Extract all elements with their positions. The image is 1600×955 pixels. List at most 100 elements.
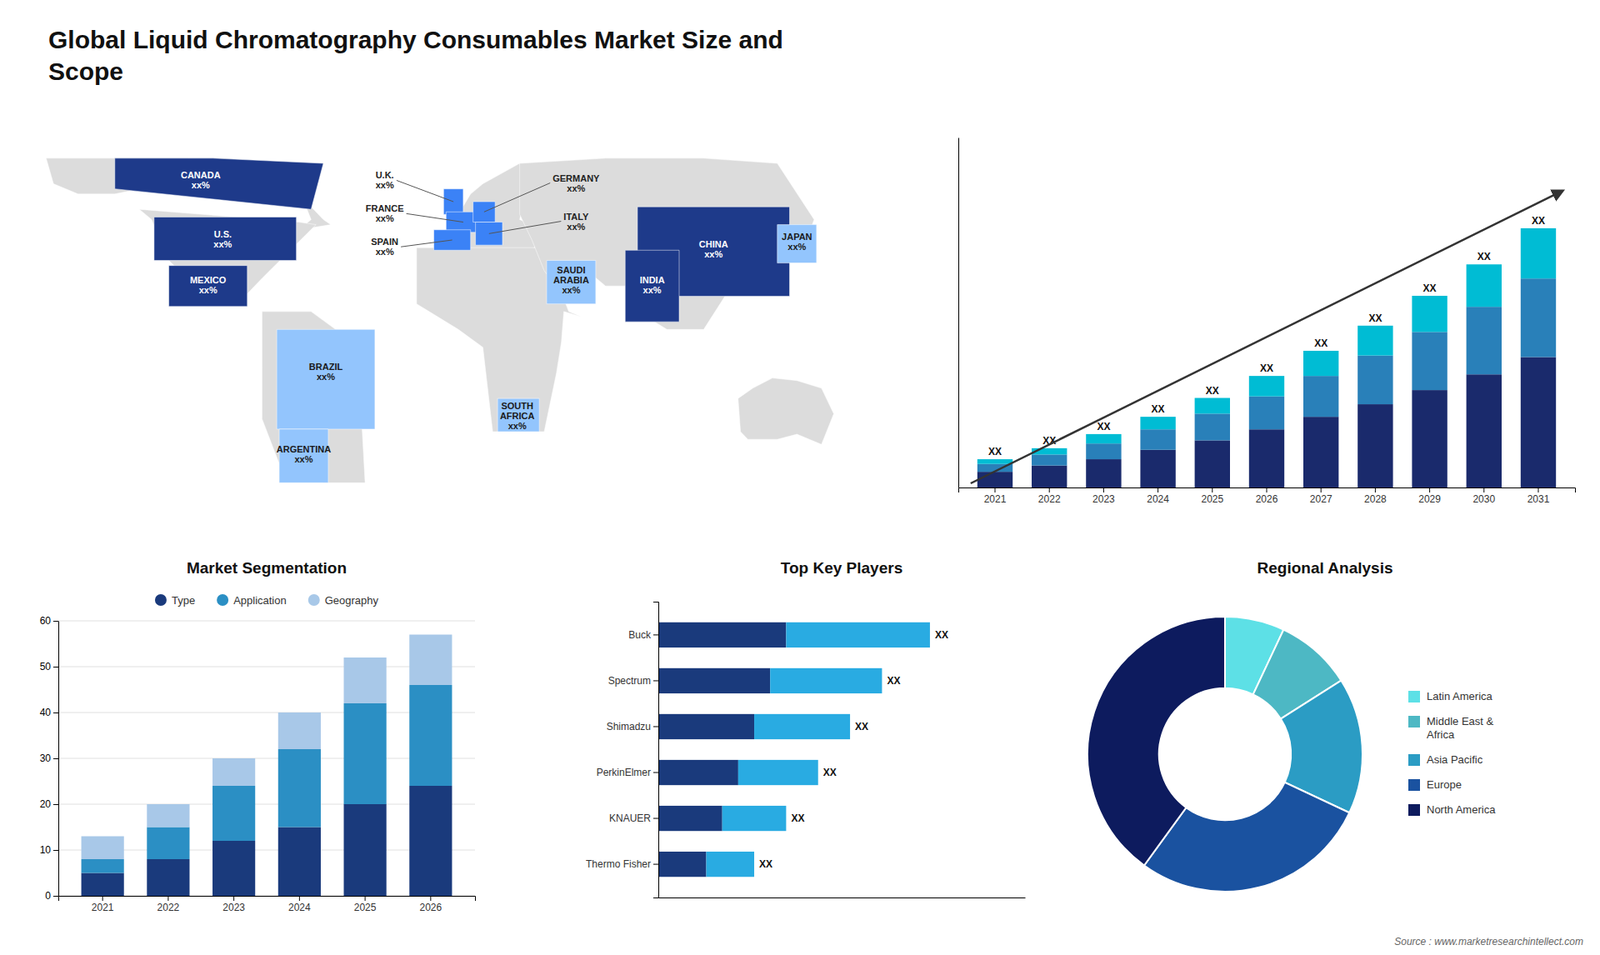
text-line: FRANCE — [365, 203, 405, 214]
bar — [977, 471, 1013, 488]
tick-label: 10 — [40, 844, 52, 856]
region-name: ARGENTINA — [276, 444, 331, 455]
legend-marker — [216, 594, 229, 606]
text-line: SPAIN — [370, 236, 399, 247]
legend-label: North America — [1426, 803, 1496, 816]
tick: 2022 — [1038, 487, 1061, 505]
tick: 2026 — [1255, 487, 1279, 505]
legend: TypeApplicationGeography — [155, 594, 380, 607]
legend-marker — [308, 594, 320, 606]
data-label: XX — [759, 858, 773, 870]
axis: 0102030405060 — [40, 615, 60, 902]
region-value: xx% — [643, 285, 662, 295]
bar — [344, 804, 387, 896]
tick-label: 2025 — [354, 901, 377, 914]
grid-line — [58, 620, 475, 622]
data-labels: XXXXXXXXXXXX — [759, 629, 949, 870]
text-line: ITALY — [563, 211, 590, 222]
tick-label: 40 — [40, 706, 52, 719]
tick-mark — [1483, 487, 1485, 493]
text-line: Middle East & — [1426, 715, 1495, 728]
region-value: xx% — [508, 420, 527, 431]
bar — [1195, 413, 1230, 440]
tick: 50 — [40, 660, 59, 673]
text-line: INDIA — [640, 275, 665, 285]
text-line: GERMANY — [552, 173, 600, 184]
legend-marker — [155, 594, 167, 606]
tick: 2024 — [288, 895, 311, 914]
tick: 10 — [40, 844, 59, 856]
region-name: CANADA — [180, 170, 221, 180]
bar — [658, 760, 739, 785]
bar — [1031, 465, 1067, 488]
tick-label: 2028 — [1364, 493, 1387, 505]
bar-chart: 2021202220232024202520262027202820292030… — [959, 138, 1576, 505]
text-line: AFRICA — [500, 410, 535, 421]
text-line: CHINA — [699, 239, 729, 250]
bar — [658, 622, 786, 648]
leader-line — [489, 221, 562, 235]
source-note: Source : www.marketresearchintellect.com — [1394, 935, 1584, 948]
trend-arrow — [970, 190, 1563, 484]
tick-mark — [1375, 487, 1376, 493]
tick-label: Thermo Fisher — [585, 858, 651, 870]
bar — [409, 685, 452, 786]
region-name: FRANCE — [365, 203, 405, 214]
tick-label: 2021 — [91, 901, 115, 914]
bar — [212, 840, 255, 896]
map-label: SPAINxx% — [370, 236, 399, 257]
tick: 2023 — [1092, 487, 1115, 505]
legend-label: Middle East &Africa — [1426, 715, 1495, 741]
region-value: xx% — [566, 183, 585, 194]
text-line: Scope — [48, 57, 124, 85]
page-title: Global Liquid Chromatography Consumables… — [48, 25, 784, 85]
tick: 2027 — [1310, 487, 1333, 505]
map-label: SAUDIARABIAxx% — [553, 265, 590, 295]
tick-mark — [430, 895, 431, 901]
tick-mark — [653, 818, 659, 820]
text-line: Regional Analysis — [1257, 559, 1394, 577]
bar — [658, 668, 770, 694]
legend-label: Asia Pacific — [1426, 753, 1484, 766]
tick-mark — [53, 895, 59, 897]
data-label: XX — [1531, 215, 1545, 227]
tick: 30 — [40, 752, 59, 765]
region-value: xx% — [566, 221, 585, 232]
bar — [1357, 355, 1393, 405]
region-name: SOUTHAFRICA — [500, 400, 535, 421]
bar — [1249, 396, 1285, 430]
region-name: SPAIN — [370, 236, 399, 247]
bar — [146, 827, 190, 860]
bar — [1249, 375, 1285, 397]
bar-chart: 2021202220232024202520260102030405060Typ… — [40, 594, 476, 914]
bar — [1303, 350, 1339, 376]
bar — [1357, 404, 1393, 488]
text-line: U.K. — [375, 170, 395, 180]
tick: 2025 — [1200, 487, 1224, 505]
tick-label: 2025 — [1200, 493, 1224, 505]
region-name: CHINA — [699, 239, 729, 250]
axis-line — [59, 896, 476, 902]
country-region — [276, 329, 375, 430]
region-value: xx% — [787, 241, 806, 252]
tick-label: 2027 — [1310, 493, 1333, 505]
bar — [1085, 443, 1121, 460]
region-value: xx% — [704, 249, 723, 260]
bar — [344, 703, 387, 805]
country-region — [154, 216, 297, 260]
bar — [1085, 459, 1121, 488]
bar — [1411, 331, 1447, 390]
bar — [658, 805, 723, 831]
region-name: SAUDIARABIA — [553, 265, 590, 285]
bar — [146, 804, 190, 828]
tick: 2021 — [91, 895, 115, 914]
bar — [658, 714, 755, 740]
tick-label: 2026 — [419, 901, 442, 914]
bar — [1195, 440, 1230, 488]
text-line: Global Liquid Chromatography Consumables… — [48, 25, 784, 54]
legend-swatch — [1408, 804, 1420, 816]
plot-area — [977, 228, 1556, 488]
country-region — [546, 260, 596, 305]
tick-mark — [53, 850, 59, 851]
series — [706, 622, 930, 877]
